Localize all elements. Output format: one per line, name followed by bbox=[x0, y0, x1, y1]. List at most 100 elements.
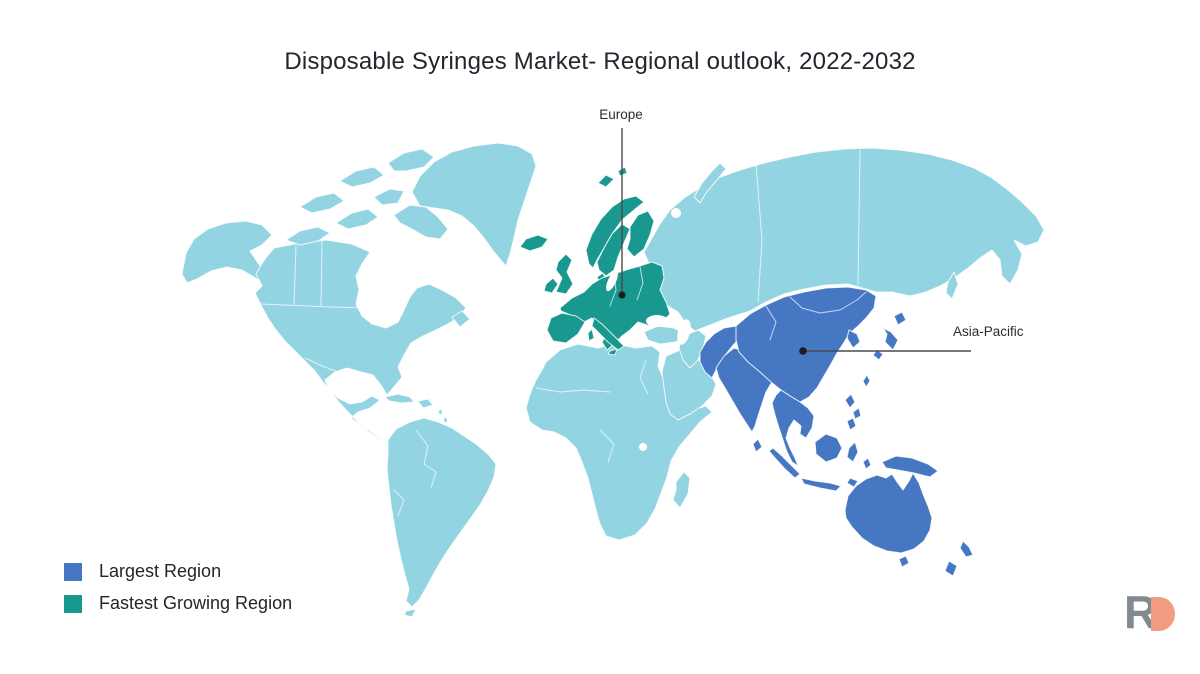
landmass-taiwan bbox=[862, 374, 871, 388]
legend-item-largest-region: Largest Region bbox=[64, 561, 292, 582]
border-china-west bbox=[765, 305, 777, 341]
landmass-tasmania bbox=[898, 555, 910, 568]
border-south-america-1 bbox=[415, 429, 437, 489]
legend-item-fastest-growing-region: Fastest Growing Region bbox=[64, 593, 292, 614]
region-group-largest bbox=[699, 286, 974, 577]
border-canada-prov-1 bbox=[293, 245, 297, 305]
border-russia-2 bbox=[857, 149, 861, 287]
legend-swatch-largest-rect bbox=[64, 562, 82, 581]
legend-swatch-fastest bbox=[64, 594, 82, 613]
landmass-sardinia bbox=[587, 328, 595, 342]
landmass-antilles-1 bbox=[437, 408, 444, 416]
landmass-tierra-del-fuego bbox=[403, 608, 417, 618]
border-us-mexico bbox=[304, 357, 337, 372]
landmass-arctic-island-4 bbox=[339, 166, 385, 188]
landmass-ireland bbox=[543, 277, 559, 294]
landmass-baffin bbox=[393, 204, 449, 240]
asia-pacific-leader-dot bbox=[799, 347, 807, 355]
internal-borders bbox=[260, 149, 867, 517]
landmass-sulawesi bbox=[846, 441, 859, 463]
legend-label-largest: Largest Region bbox=[99, 561, 222, 581]
landmass-new-guinea bbox=[881, 455, 939, 478]
logo: R bbox=[1124, 589, 1183, 635]
landmass-timor bbox=[846, 477, 859, 488]
landmass-finland bbox=[626, 210, 655, 258]
page-title: Disposable Syringes Market- Regional out… bbox=[284, 48, 916, 75]
callout-lines bbox=[618, 128, 971, 355]
callout-europe-label: Europe bbox=[599, 107, 643, 122]
landmass-new-zealand-north bbox=[959, 540, 974, 558]
landmass-svalbard-1 bbox=[597, 174, 615, 188]
landmass-philippines-mindanao bbox=[846, 417, 857, 431]
border-mongolia bbox=[789, 291, 867, 314]
landmass-cuba bbox=[384, 393, 415, 404]
landmass-great-britain bbox=[555, 253, 574, 295]
landmass-greenland bbox=[411, 142, 537, 267]
landmass-arctic-island-1 bbox=[285, 226, 331, 246]
lake-victoria bbox=[639, 443, 647, 451]
landmass-sri-lanka bbox=[752, 438, 763, 453]
great-lake-3 bbox=[392, 308, 400, 314]
white-sea bbox=[671, 208, 681, 218]
landmass-japan-kyushu bbox=[872, 349, 884, 361]
landmass-japan-hokkaido bbox=[893, 311, 907, 326]
landmass-russia-central-asia bbox=[643, 147, 1045, 332]
landmass-philippines-visayas bbox=[852, 407, 862, 420]
border-south-america-2 bbox=[393, 489, 405, 517]
landmass-japan-honshu bbox=[882, 327, 899, 351]
landmass-madagascar bbox=[672, 471, 691, 509]
border-canada-prov-2 bbox=[320, 240, 323, 307]
border-africa-3 bbox=[639, 359, 649, 395]
great-lake-2 bbox=[380, 314, 390, 320]
callout-asia-pacific-label: Asia-Pacific bbox=[953, 324, 1024, 339]
landmass-sumatra bbox=[768, 447, 801, 479]
border-russia-1 bbox=[755, 163, 763, 303]
landmass-iberia bbox=[546, 312, 586, 344]
landmass-north-america bbox=[254, 239, 467, 444]
legend-label-fastest: Fastest Growing Region bbox=[99, 593, 293, 613]
border-europe-2 bbox=[636, 266, 644, 301]
region-group-default bbox=[181, 142, 1045, 618]
landmass-ellesmere bbox=[387, 148, 435, 172]
baltic-sea bbox=[606, 270, 618, 292]
landmass-newfoundland bbox=[451, 310, 471, 328]
landmass-iceland bbox=[519, 234, 549, 252]
logo-d-mark-shape bbox=[1151, 597, 1176, 631]
landmass-korea bbox=[846, 329, 861, 349]
landmass-sicily bbox=[607, 348, 618, 356]
landmass-south-america bbox=[386, 417, 497, 608]
landmass-moluccas bbox=[862, 457, 872, 470]
landmass-antilles-2 bbox=[442, 416, 449, 424]
logo-d-mark-icon bbox=[1151, 597, 1176, 631]
landmass-novaya-zemlya bbox=[693, 162, 727, 204]
landmass-norway bbox=[585, 195, 645, 269]
border-africa-2 bbox=[599, 429, 615, 463]
landmass-borneo bbox=[814, 433, 843, 463]
landmass-australia bbox=[844, 472, 933, 554]
border-europe-1 bbox=[609, 273, 617, 307]
landmass-china-mongolia bbox=[735, 286, 877, 403]
landmass-alaska bbox=[181, 220, 278, 289]
legend-swatch-largest bbox=[64, 562, 82, 581]
great-lake-1 bbox=[367, 310, 377, 316]
black-sea bbox=[646, 315, 668, 327]
legend-swatch-fastest-rect bbox=[64, 594, 82, 613]
landmass-arctic-island-2 bbox=[335, 208, 379, 230]
landmass-arctic-island-5 bbox=[373, 188, 405, 206]
landmass-new-zealand-south bbox=[944, 560, 958, 577]
border-us-canada bbox=[260, 303, 404, 310]
water-overlays bbox=[367, 208, 691, 451]
landmass-arctic-island-3 bbox=[299, 192, 345, 214]
europe-leader-dot bbox=[618, 291, 626, 299]
landmass-java bbox=[800, 477, 842, 492]
legend: Largest Region Fastest Growing Region bbox=[64, 561, 292, 614]
border-africa-1 bbox=[535, 387, 611, 393]
landmass-italy bbox=[591, 317, 625, 351]
landmass-southeast-asia bbox=[771, 389, 815, 467]
landmass-philippines-luzon bbox=[844, 393, 856, 409]
landmass-hispaniola bbox=[417, 398, 434, 409]
caspian-sea bbox=[677, 319, 691, 345]
landmass-sakhalin bbox=[945, 271, 959, 300]
